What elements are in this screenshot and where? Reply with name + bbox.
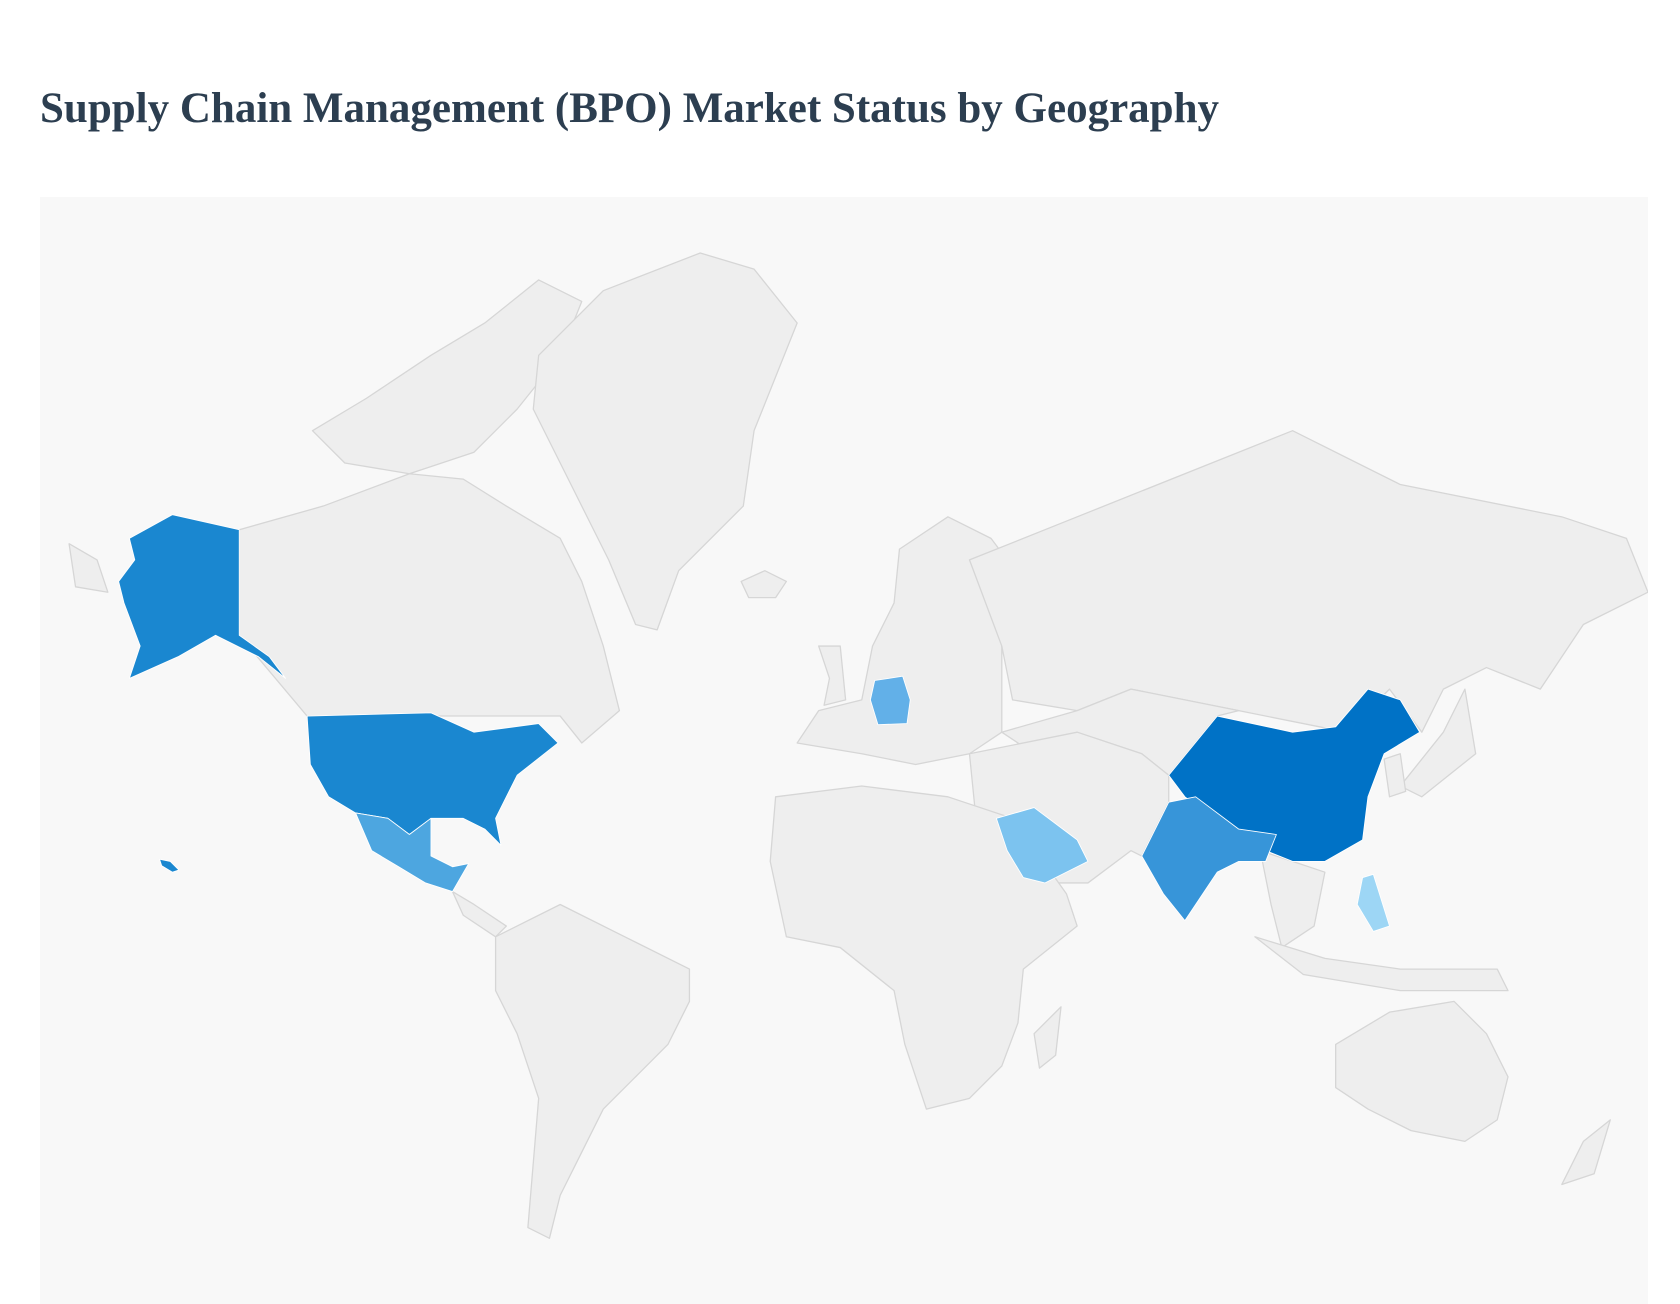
- country-united-states-hawaii[interactable]: [159, 858, 180, 873]
- greenland[interactable]: [532, 252, 798, 631]
- country-germany[interactable]: [869, 675, 911, 726]
- iceland[interactable]: [740, 570, 788, 599]
- south-america[interactable]: [494, 903, 691, 1239]
- country-india[interactable]: [1141, 796, 1277, 922]
- country-philippines[interactable]: [1356, 873, 1390, 932]
- uk[interactable]: [818, 645, 847, 706]
- world-map-panel: [40, 197, 1648, 1304]
- country-saudi-arabia[interactable]: [995, 807, 1089, 884]
- madagascar[interactable]: [1033, 1006, 1062, 1069]
- japan[interactable]: [1399, 688, 1477, 798]
- page-title: Supply Chain Management (BPO) Market Sta…: [40, 85, 1219, 132]
- africa[interactable]: [769, 785, 1078, 1110]
- country-united-states[interactable]: [306, 712, 559, 846]
- chukotka[interactable]: [68, 543, 109, 593]
- highlighted-countries: [118, 514, 1421, 932]
- indonesia[interactable]: [1254, 936, 1509, 992]
- country-united-states-alaska[interactable]: [118, 514, 286, 679]
- korea[interactable]: [1383, 753, 1407, 798]
- australia[interactable]: [1335, 1000, 1509, 1143]
- world-map: [68, 252, 1648, 1239]
- country-mexico[interactable]: [355, 812, 470, 892]
- russia-asia[interactable]: [968, 430, 1648, 733]
- base-land: [68, 252, 1648, 1239]
- europe[interactable]: [796, 516, 1024, 766]
- canada[interactable]: [238, 473, 621, 744]
- southeast-asia[interactable]: [1259, 850, 1326, 949]
- new-zealand[interactable]: [1561, 1119, 1611, 1186]
- central-america[interactable]: [451, 890, 507, 938]
